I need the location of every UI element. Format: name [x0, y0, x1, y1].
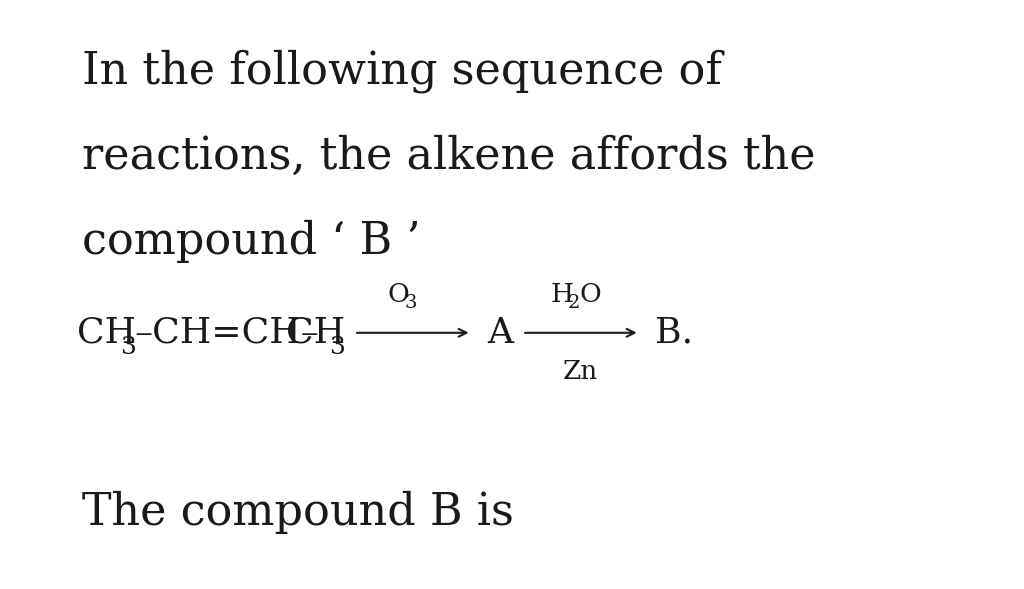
Text: O: O — [387, 282, 409, 307]
Text: B.: B. — [655, 316, 693, 350]
Text: In the following sequence of: In the following sequence of — [82, 49, 722, 92]
Text: –CH=CH–: –CH=CH– — [135, 316, 319, 350]
Text: 3: 3 — [329, 336, 345, 359]
Text: compound ‘ B ’: compound ‘ B ’ — [82, 220, 420, 263]
Text: 3: 3 — [404, 294, 417, 312]
Text: 2: 2 — [567, 294, 580, 312]
Text: A: A — [486, 316, 513, 350]
Text: H: H — [550, 282, 573, 307]
Text: O: O — [580, 282, 602, 307]
Text: Zn: Zn — [562, 359, 598, 383]
Text: CH: CH — [286, 316, 345, 350]
Text: CH: CH — [77, 316, 135, 350]
Text: 3: 3 — [120, 336, 135, 359]
Text: reactions, the alkene affords the: reactions, the alkene affords the — [82, 134, 815, 178]
Text: The compound B is: The compound B is — [82, 491, 513, 534]
